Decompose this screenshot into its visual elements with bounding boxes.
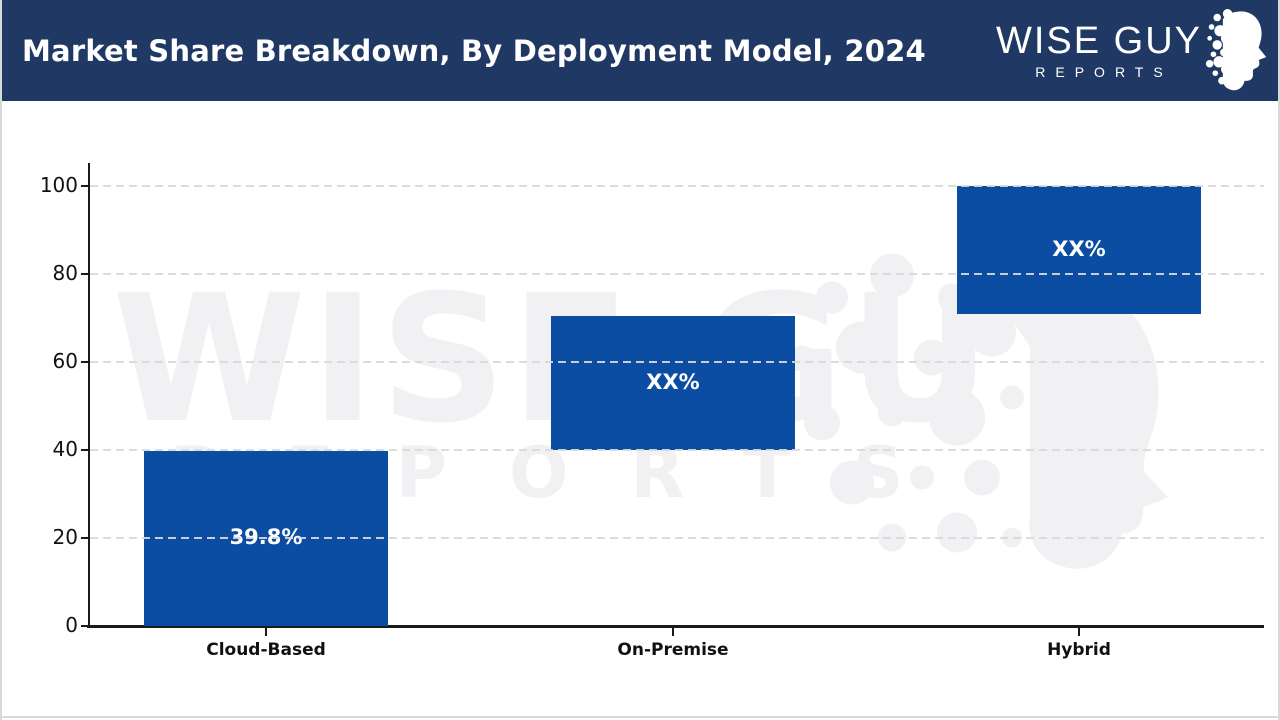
y-axis-spine <box>88 163 90 628</box>
x-category-label: Hybrid <box>1047 640 1111 660</box>
y-tick-label: 40 <box>52 437 78 461</box>
x-tick-mark <box>265 628 267 636</box>
header-bar: Market Share Breakdown, By Deployment Mo… <box>2 0 1278 101</box>
gridline <box>90 537 1264 539</box>
y-tick-mark <box>81 273 89 275</box>
y-tick-label: 0 <box>65 613 78 637</box>
brand-name: WISE GUY <box>995 19 1202 62</box>
bar-value-label: XX% <box>1052 236 1106 261</box>
x-category-label: Cloud-Based <box>206 640 326 660</box>
watermark-dotted-head <box>790 253 1168 569</box>
x-tick-mark <box>1078 628 1080 636</box>
bar-segment: XX% <box>551 315 795 450</box>
gridline <box>90 273 1264 275</box>
x-category-label: On-Premise <box>617 640 729 660</box>
gridline <box>90 361 1264 363</box>
page-title: Market Share Breakdown, By Deployment Mo… <box>22 33 926 68</box>
gridline <box>90 449 1264 451</box>
y-tick-label: 60 <box>52 349 78 373</box>
y-tick-label: 20 <box>52 525 78 549</box>
brand-logo-text: WISE GUY REPORTS <box>996 22 1202 80</box>
bar-segment: XX% <box>957 186 1201 314</box>
y-tick-mark <box>81 361 89 363</box>
brand-subtitle: REPORTS <box>1035 63 1173 80</box>
x-axis-spine <box>87 625 1264 628</box>
brand-logo: WISE GUY REPORTS <box>996 0 1270 101</box>
y-tick-mark <box>81 449 89 451</box>
dotted-head-icon <box>1205 8 1267 90</box>
y-tick-mark <box>81 625 89 627</box>
y-tick-label: 100 <box>39 173 78 197</box>
gridline <box>90 185 1264 187</box>
y-tick-mark <box>81 185 89 187</box>
y-tick-mark <box>81 537 89 539</box>
bar-value-label: XX% <box>646 369 700 394</box>
x-tick-mark <box>672 628 674 636</box>
y-tick-label: 80 <box>52 261 78 285</box>
